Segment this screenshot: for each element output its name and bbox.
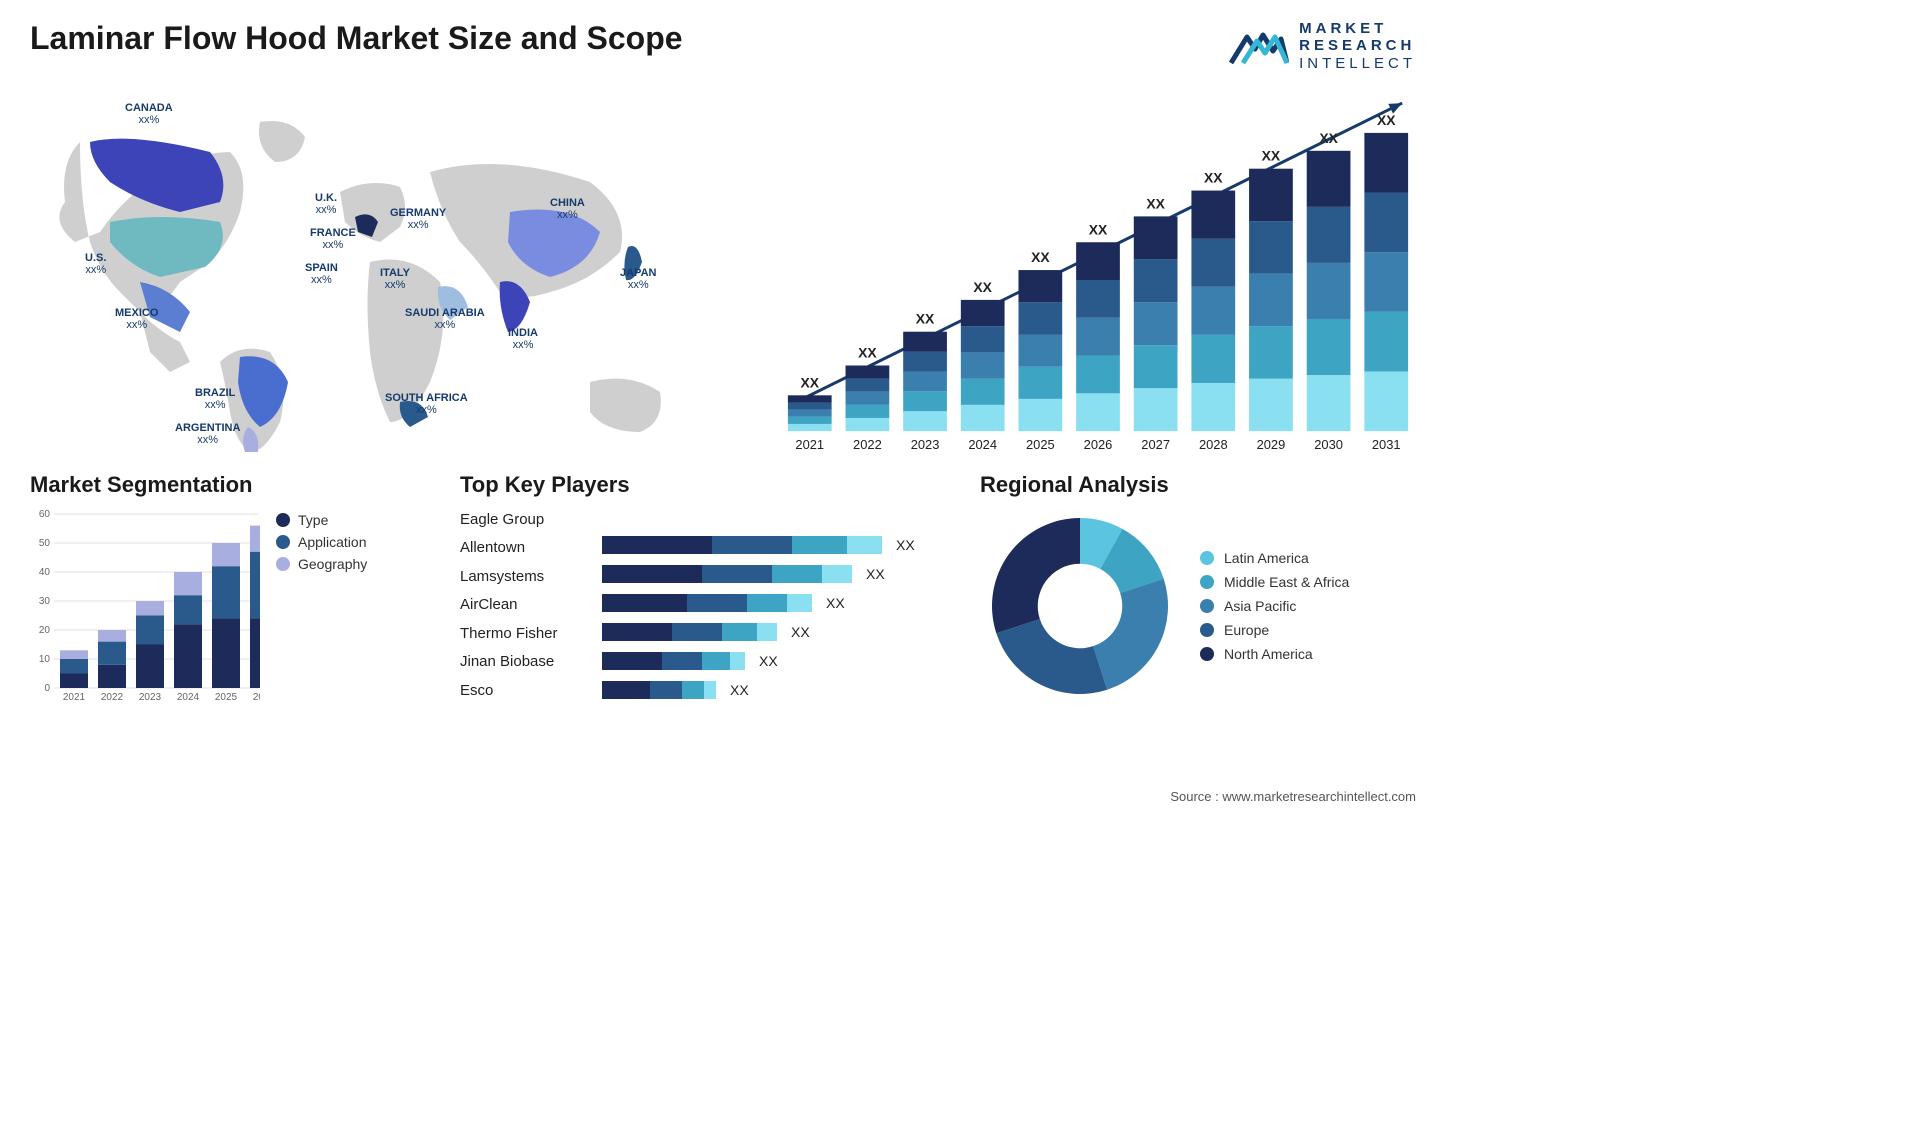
svg-text:0: 0	[44, 683, 50, 694]
player-name: Allentown	[460, 534, 590, 563]
svg-text:XX: XX	[1262, 147, 1281, 163]
segmentation-legend: Type Application Geography	[276, 506, 367, 578]
map-label-japan: JAPANxx%	[620, 267, 656, 291]
map-label-uk: U.K.xx%	[315, 192, 337, 216]
map-label-canada: CANADAxx%	[125, 102, 173, 126]
players-name-list: Eagle GroupAllentownLamsystemsAirCleanTh…	[460, 506, 590, 721]
svg-text:XX: XX	[759, 653, 778, 669]
map-label-argentina: ARGENTINAxx%	[175, 422, 240, 446]
svg-text:XX: XX	[866, 566, 885, 582]
map-label-saudiarabia: SAUDI ARABIAxx%	[405, 307, 485, 331]
regional-donut	[980, 506, 1180, 706]
logo-mountain-icon	[1229, 23, 1289, 69]
svg-text:2024: 2024	[968, 437, 997, 452]
svg-text:2022: 2022	[101, 692, 124, 703]
map-label-france: FRANCExx%	[310, 227, 356, 251]
svg-text:2026: 2026	[1084, 437, 1113, 452]
svg-text:2023: 2023	[911, 437, 940, 452]
regional-legend-item: Middle East & Africa	[1200, 574, 1349, 590]
players-title: Top Key Players	[460, 472, 950, 498]
map-label-southafrica: SOUTH AFRICAxx%	[385, 392, 468, 416]
map-label-us: U.S.xx%	[85, 252, 106, 276]
svg-text:2025: 2025	[215, 692, 238, 703]
player-name: Thermo Fisher	[460, 620, 590, 649]
map-label-mexico: MEXICOxx%	[115, 307, 158, 331]
svg-text:2027: 2027	[1141, 437, 1170, 452]
player-name: Eagle Group	[460, 506, 590, 535]
player-name: AirClean	[460, 591, 590, 620]
svg-text:XX: XX	[1204, 169, 1223, 185]
map-label-spain: SPAINxx%	[305, 262, 338, 286]
regional-legend-item: North America	[1200, 646, 1349, 662]
svg-text:XX: XX	[1031, 249, 1050, 265]
svg-text:2022: 2022	[853, 437, 882, 452]
regional-legend-item: Asia Pacific	[1200, 598, 1349, 614]
seg-legend-item: Application	[276, 534, 367, 550]
svg-text:XX: XX	[1146, 195, 1165, 211]
svg-text:XX: XX	[1089, 221, 1108, 237]
svg-text:XX: XX	[1319, 130, 1338, 146]
regional-title: Regional Analysis	[980, 472, 1426, 498]
svg-text:60: 60	[39, 509, 51, 520]
svg-text:40: 40	[39, 567, 51, 578]
regional-legend-item: Latin America	[1200, 550, 1349, 566]
page-title: Laminar Flow Hood Market Size and Scope	[30, 20, 683, 57]
seg-legend-item: Geography	[276, 556, 367, 572]
map-label-italy: ITALYxx%	[380, 267, 410, 291]
players-bars: XX XX XX XX XX XX	[602, 506, 950, 721]
map-label-china: CHINAxx%	[550, 197, 585, 221]
player-name: Esco	[460, 677, 590, 706]
svg-text:20: 20	[39, 625, 51, 636]
svg-text:XX: XX	[800, 374, 819, 390]
svg-text:50: 50	[39, 538, 51, 549]
regional-legend-item: Europe	[1200, 622, 1349, 638]
world-map: CANADAxx% U.S.xx% MEXICOxx% BRAZILxx% ARGENT…	[30, 82, 730, 462]
svg-text:2028: 2028	[1199, 437, 1228, 452]
svg-text:2023: 2023	[139, 692, 162, 703]
svg-text:10: 10	[39, 654, 51, 665]
map-label-india: INDIAxx%	[508, 327, 538, 351]
svg-text:XX: XX	[791, 624, 810, 640]
svg-text:XX: XX	[826, 595, 845, 611]
growth-bar-chart: XX 2021 XX 2022 XX 2023 XX 2024 XX 2025 XX 2026 XX 20…	[770, 102, 1426, 462]
regional-legend: Latin America Middle East & Africa Asia Pa…	[1200, 542, 1349, 670]
player-name: Jinan Biobase	[460, 648, 590, 677]
svg-text:2021: 2021	[795, 437, 824, 452]
svg-text:XX: XX	[916, 310, 935, 326]
svg-text:2025: 2025	[1026, 437, 1055, 452]
svg-text:XX: XX	[858, 344, 877, 360]
svg-text:XX: XX	[1377, 112, 1396, 128]
source-text: Source : www.marketresearchintellect.com	[1170, 789, 1416, 804]
svg-text:30: 30	[39, 596, 51, 607]
brand-logo: MARKET RESEARCH INTELLECT	[1229, 20, 1416, 72]
svg-text:XX: XX	[973, 279, 992, 295]
map-label-germany: GERMANYxx%	[390, 207, 446, 231]
logo-text: MARKET RESEARCH INTELLECT	[1299, 20, 1416, 72]
svg-text:2021: 2021	[63, 692, 86, 703]
seg-legend-item: Type	[276, 512, 367, 528]
segmentation-chart: 0 10 20 30 40 50 60 2021 2022 2023 2024 2025 2026	[30, 506, 260, 706]
segmentation-title: Market Segmentation	[30, 472, 430, 498]
svg-text:2026: 2026	[253, 692, 260, 703]
player-name: Lamsystems	[460, 563, 590, 592]
svg-text:2024: 2024	[177, 692, 200, 703]
svg-text:XX: XX	[730, 682, 749, 698]
svg-text:2030: 2030	[1314, 437, 1343, 452]
svg-text:2029: 2029	[1257, 437, 1286, 452]
svg-text:2031: 2031	[1372, 437, 1401, 452]
svg-text:XX: XX	[896, 537, 915, 553]
map-label-brazil: BRAZILxx%	[195, 387, 235, 411]
